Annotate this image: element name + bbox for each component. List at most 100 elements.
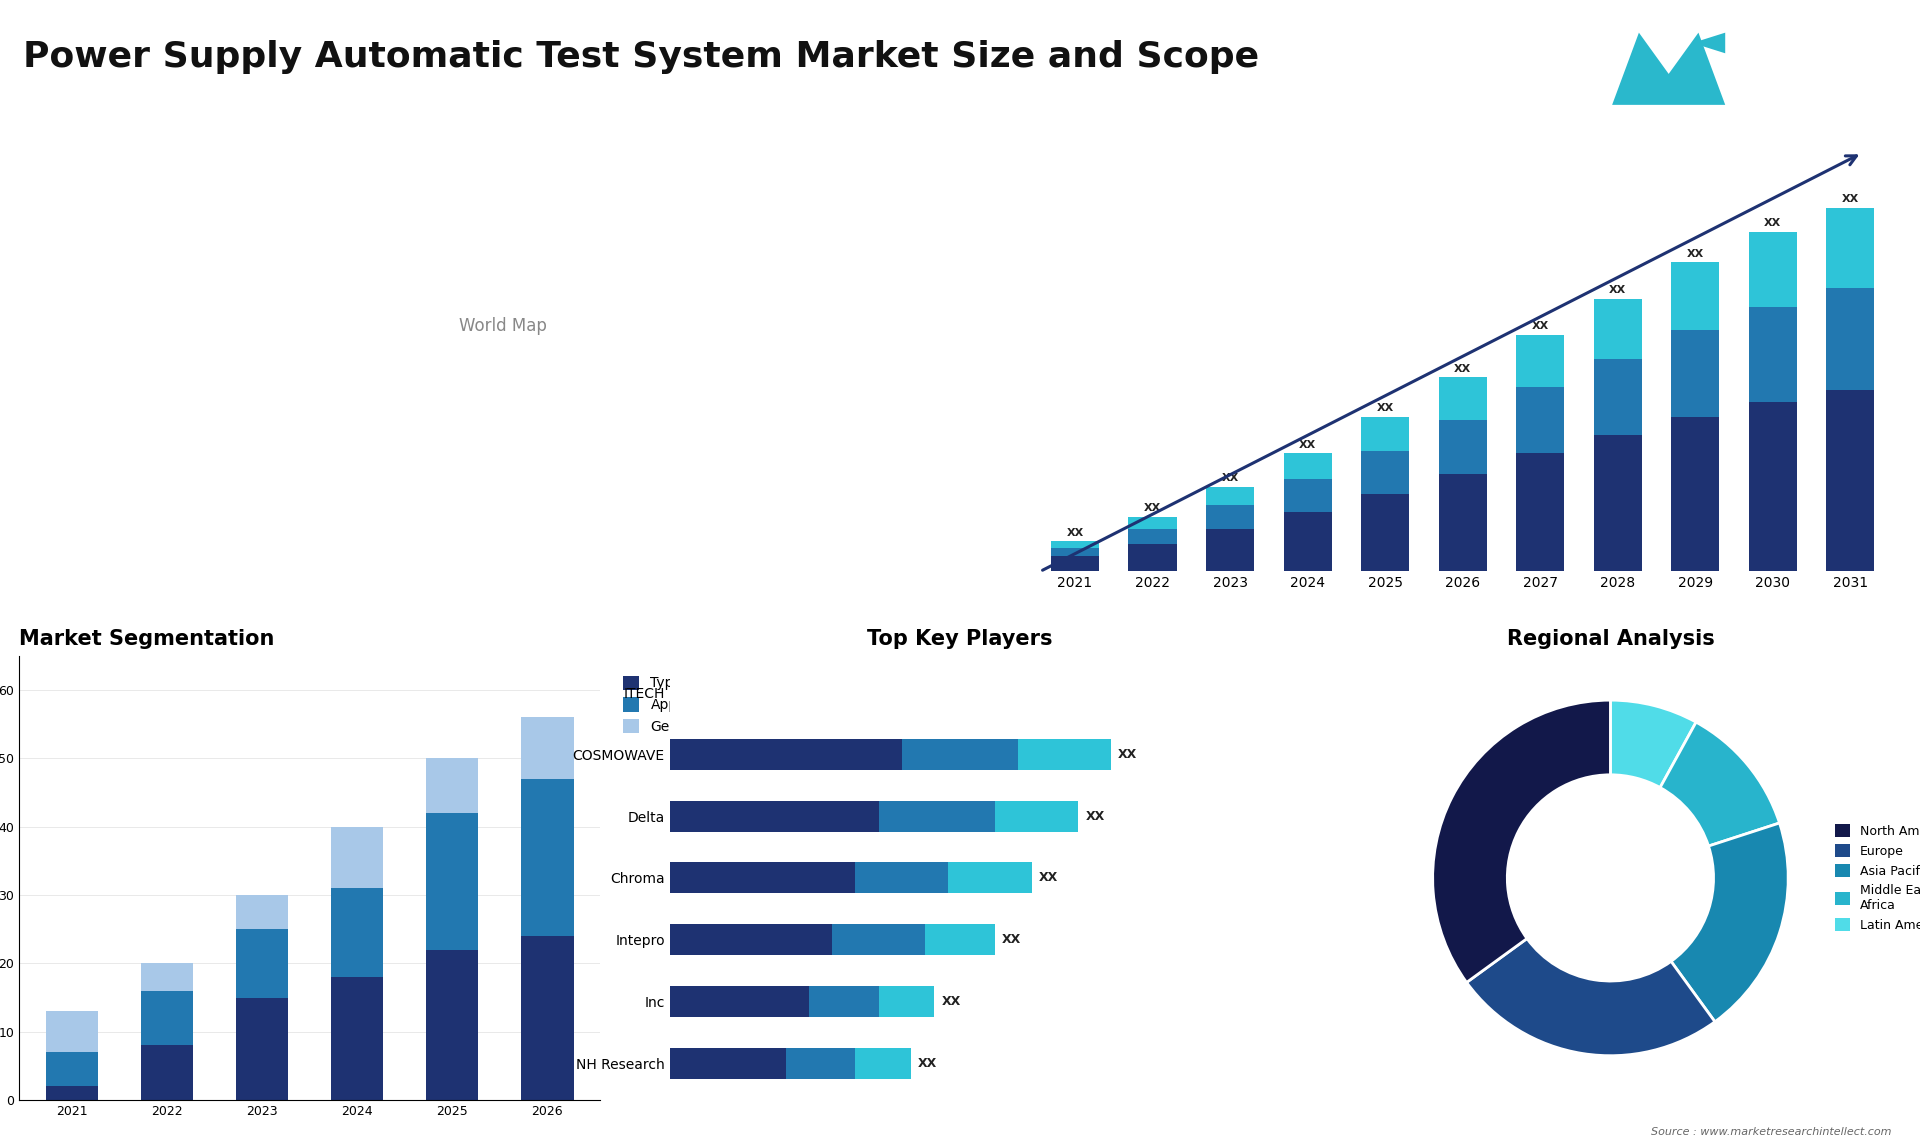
Text: XX: XX bbox=[1377, 403, 1394, 414]
Bar bbox=[46, 1052, 98, 1086]
Bar bbox=[426, 759, 478, 813]
Text: XX: XX bbox=[1117, 748, 1137, 761]
Bar bbox=[670, 863, 856, 894]
Bar bbox=[670, 986, 808, 1017]
Bar bbox=[1826, 288, 1874, 390]
Bar bbox=[330, 826, 384, 888]
Bar bbox=[808, 986, 879, 1017]
Bar bbox=[520, 717, 574, 779]
Bar bbox=[426, 950, 478, 1100]
Text: INTELLECT: INTELLECT bbox=[1759, 86, 1820, 96]
Bar bbox=[1050, 541, 1098, 548]
Bar bbox=[1129, 544, 1177, 572]
Polygon shape bbox=[1613, 33, 1726, 104]
Bar bbox=[925, 924, 995, 955]
Bar bbox=[670, 739, 902, 770]
Bar bbox=[46, 1011, 98, 1052]
Text: MARKET: MARKET bbox=[1759, 41, 1807, 52]
Polygon shape bbox=[1692, 33, 1726, 53]
Bar bbox=[1206, 529, 1254, 572]
Text: World Map: World Map bbox=[459, 316, 547, 335]
Text: Power Supply Automatic Test System Market Size and Scope: Power Supply Automatic Test System Marke… bbox=[23, 40, 1260, 74]
Bar bbox=[1050, 548, 1098, 556]
Bar bbox=[670, 801, 879, 832]
Bar bbox=[1670, 417, 1718, 572]
Bar bbox=[1594, 299, 1642, 359]
Wedge shape bbox=[1432, 700, 1611, 982]
Text: XX: XX bbox=[1686, 249, 1703, 259]
Bar bbox=[140, 1045, 194, 1100]
Bar bbox=[1361, 417, 1409, 450]
Bar bbox=[995, 801, 1079, 832]
Bar bbox=[520, 936, 574, 1100]
Bar bbox=[1670, 262, 1718, 330]
Bar bbox=[1517, 453, 1565, 572]
Text: XX: XX bbox=[1764, 218, 1782, 228]
Text: RESEARCH: RESEARCH bbox=[1759, 64, 1820, 73]
Wedge shape bbox=[1661, 722, 1780, 846]
Text: XX: XX bbox=[1221, 473, 1238, 482]
Bar bbox=[831, 924, 925, 955]
Bar bbox=[330, 978, 384, 1100]
Bar bbox=[856, 863, 948, 894]
Bar bbox=[1438, 474, 1486, 572]
Bar bbox=[46, 1086, 98, 1100]
Bar bbox=[879, 986, 935, 1017]
Bar bbox=[1284, 453, 1332, 479]
Bar bbox=[1018, 739, 1112, 770]
Bar bbox=[1517, 335, 1565, 387]
Bar bbox=[236, 895, 288, 929]
Text: XX: XX bbox=[941, 995, 960, 1007]
Title: Regional Analysis: Regional Analysis bbox=[1507, 628, 1715, 649]
Text: XX: XX bbox=[1453, 363, 1471, 374]
Text: XX: XX bbox=[1841, 194, 1859, 204]
Bar bbox=[1361, 450, 1409, 494]
Bar bbox=[1206, 505, 1254, 529]
Bar bbox=[1129, 517, 1177, 529]
Bar bbox=[1361, 494, 1409, 572]
Bar bbox=[1129, 529, 1177, 544]
Text: XX: XX bbox=[1066, 527, 1083, 537]
Bar bbox=[670, 924, 831, 955]
Text: Source : www.marketresearchintellect.com: Source : www.marketresearchintellect.com bbox=[1651, 1127, 1891, 1137]
Text: XX: XX bbox=[1002, 933, 1021, 947]
Text: XX: XX bbox=[1085, 810, 1104, 823]
Bar bbox=[785, 1047, 856, 1078]
Bar bbox=[426, 813, 478, 950]
Bar bbox=[1594, 435, 1642, 572]
Bar bbox=[879, 801, 995, 832]
Bar bbox=[902, 739, 1018, 770]
Bar bbox=[236, 997, 288, 1100]
Bar bbox=[140, 964, 194, 991]
Text: XX: XX bbox=[1039, 871, 1058, 885]
Bar bbox=[140, 991, 194, 1045]
Text: Market Segmentation: Market Segmentation bbox=[19, 628, 275, 649]
Bar bbox=[330, 888, 384, 978]
Wedge shape bbox=[1467, 939, 1715, 1055]
Bar bbox=[670, 1047, 785, 1078]
Wedge shape bbox=[1670, 823, 1788, 1022]
Bar bbox=[1749, 401, 1797, 572]
Bar bbox=[1826, 207, 1874, 288]
Bar bbox=[1826, 390, 1874, 572]
Bar bbox=[1206, 487, 1254, 505]
Circle shape bbox=[1507, 775, 1713, 981]
Wedge shape bbox=[1611, 700, 1695, 787]
Bar bbox=[1749, 231, 1797, 307]
Text: XX: XX bbox=[1300, 440, 1317, 449]
Text: XX: XX bbox=[1532, 321, 1549, 331]
Bar bbox=[856, 1047, 912, 1078]
Bar bbox=[1749, 307, 1797, 401]
Bar bbox=[1517, 387, 1565, 453]
Legend: North America, Europe, Asia Pacific, Middle East &
Africa, Latin America: North America, Europe, Asia Pacific, Mid… bbox=[1830, 819, 1920, 936]
Bar bbox=[1284, 479, 1332, 512]
Bar bbox=[948, 863, 1033, 894]
Bar bbox=[1050, 556, 1098, 572]
Bar bbox=[1438, 377, 1486, 421]
Bar bbox=[520, 779, 574, 936]
Text: XX: XX bbox=[1609, 285, 1626, 295]
Bar bbox=[1670, 330, 1718, 417]
Bar bbox=[1284, 512, 1332, 572]
Bar bbox=[236, 929, 288, 997]
Bar bbox=[1594, 359, 1642, 435]
